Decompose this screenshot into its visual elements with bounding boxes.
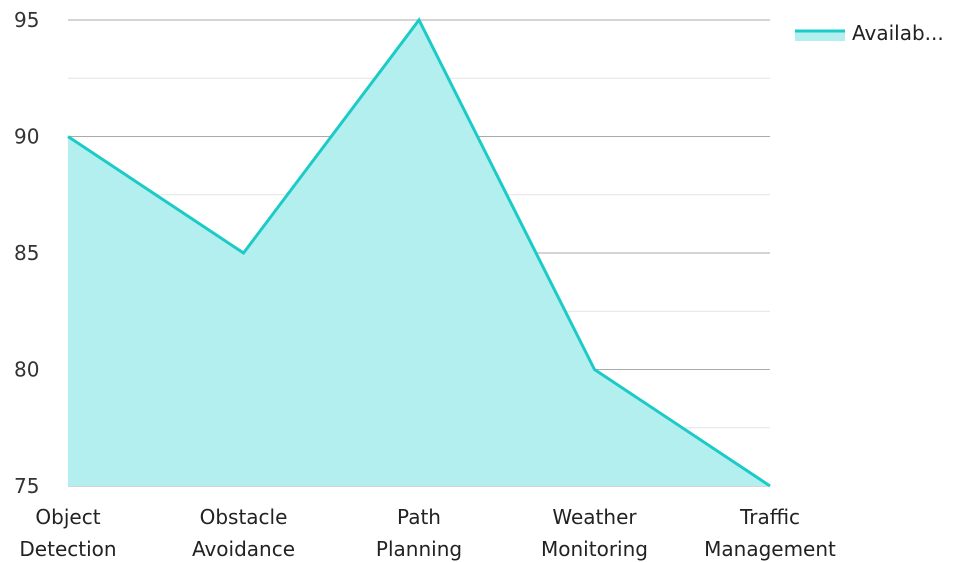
y-tick-label: 80	[14, 358, 39, 382]
y-tick-label: 75	[14, 474, 39, 498]
x-tick-label: Object Detection	[19, 505, 116, 561]
x-axis: Object Detection Obstacle Avoidance Path Plan…	[19, 505, 836, 561]
y-tick-label: 90	[14, 125, 39, 149]
legend[interactable]: Availab...	[795, 21, 944, 45]
x-tick-label: Obstacle Avoidance	[192, 505, 295, 561]
legend-label: Availab...	[852, 21, 944, 45]
x-tick-label: Traffic Management	[704, 505, 836, 561]
y-axis: 75 80 85 90 95	[14, 8, 39, 498]
y-tick-label: 95	[14, 8, 39, 32]
y-tick-label: 85	[14, 241, 39, 265]
x-tick-label: Weather Monitoring	[541, 505, 648, 561]
series-area	[67, 17, 771, 488]
x-tick-label: Path Planning	[376, 505, 462, 561]
legend-swatch-fill	[795, 31, 845, 41]
